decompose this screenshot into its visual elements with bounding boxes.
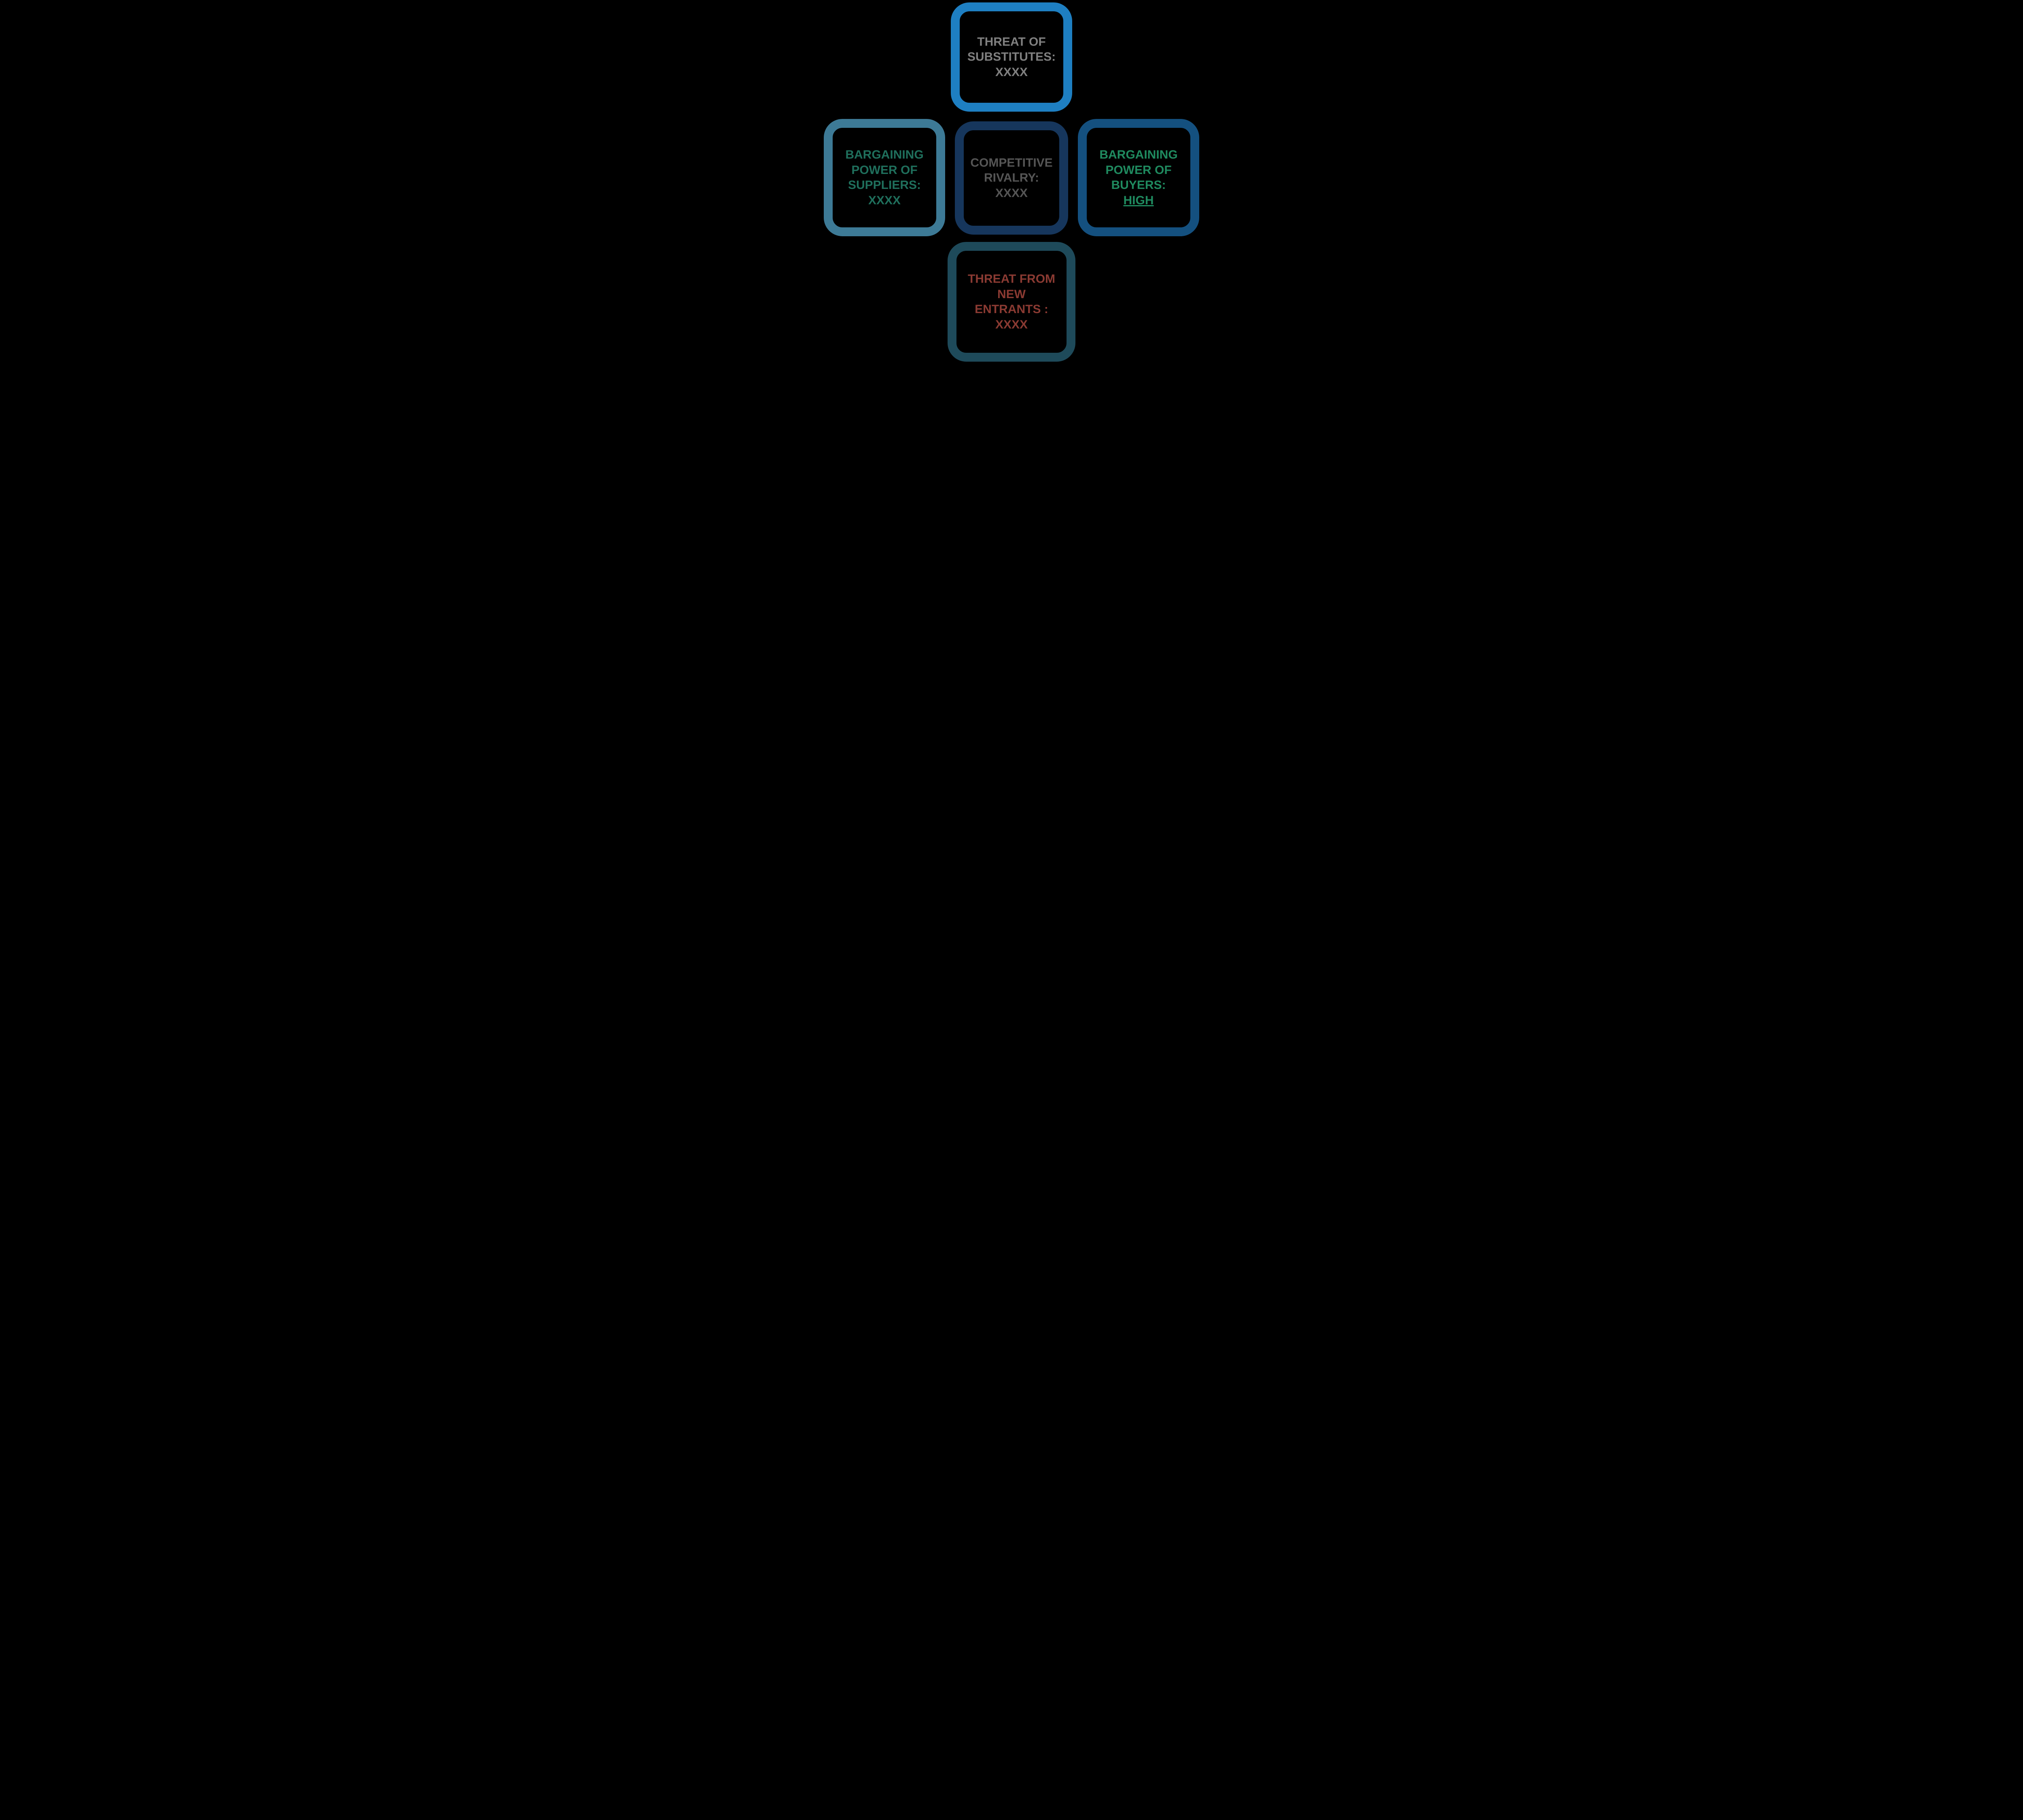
- force-box-new-entrants: THREAT FROM NEW ENTRANTS : XXXX: [948, 242, 1075, 362]
- force-text-suppliers: BARGAINING POWER OF SUPPLIERS: XXXX: [845, 147, 923, 208]
- force-value: XXXX: [968, 317, 1055, 333]
- force-box-suppliers: BARGAINING POWER OF SUPPLIERS: XXXX: [824, 119, 945, 236]
- force-box-rivalry: COMPETITIVE RIVALRY: XXXX: [955, 121, 1068, 235]
- force-label: BARGAINING POWER OF SUPPLIERS:: [845, 148, 923, 192]
- force-value: XXXX: [845, 193, 923, 208]
- force-value: XXXX: [970, 186, 1052, 201]
- force-text-substitutes: THREAT OF SUBSTITUTES: XXXX: [967, 34, 1056, 80]
- force-label: THREAT OF SUBSTITUTES:: [967, 35, 1056, 64]
- force-text-new-entrants: THREAT FROM NEW ENTRANTS : XXXX: [968, 271, 1055, 332]
- force-value: HIGH: [1099, 193, 1177, 208]
- force-label: BARGAINING POWER OF BUYERS:: [1099, 148, 1177, 192]
- force-label: THREAT FROM NEW ENTRANTS :: [968, 272, 1055, 316]
- force-value: XXXX: [967, 65, 1056, 80]
- force-text-buyers: BARGAINING POWER OF BUYERS: HIGH: [1099, 147, 1177, 208]
- five-forces-diagram: THREAT OF SUBSTITUTES: XXXX BARGAINING P…: [801, 0, 1222, 364]
- force-text-rivalry: COMPETITIVE RIVALRY: XXXX: [970, 155, 1052, 201]
- force-box-substitutes: THREAT OF SUBSTITUTES: XXXX: [951, 2, 1072, 112]
- force-label: COMPETITIVE RIVALRY:: [970, 156, 1052, 185]
- force-box-buyers: BARGAINING POWER OF BUYERS: HIGH: [1078, 119, 1199, 236]
